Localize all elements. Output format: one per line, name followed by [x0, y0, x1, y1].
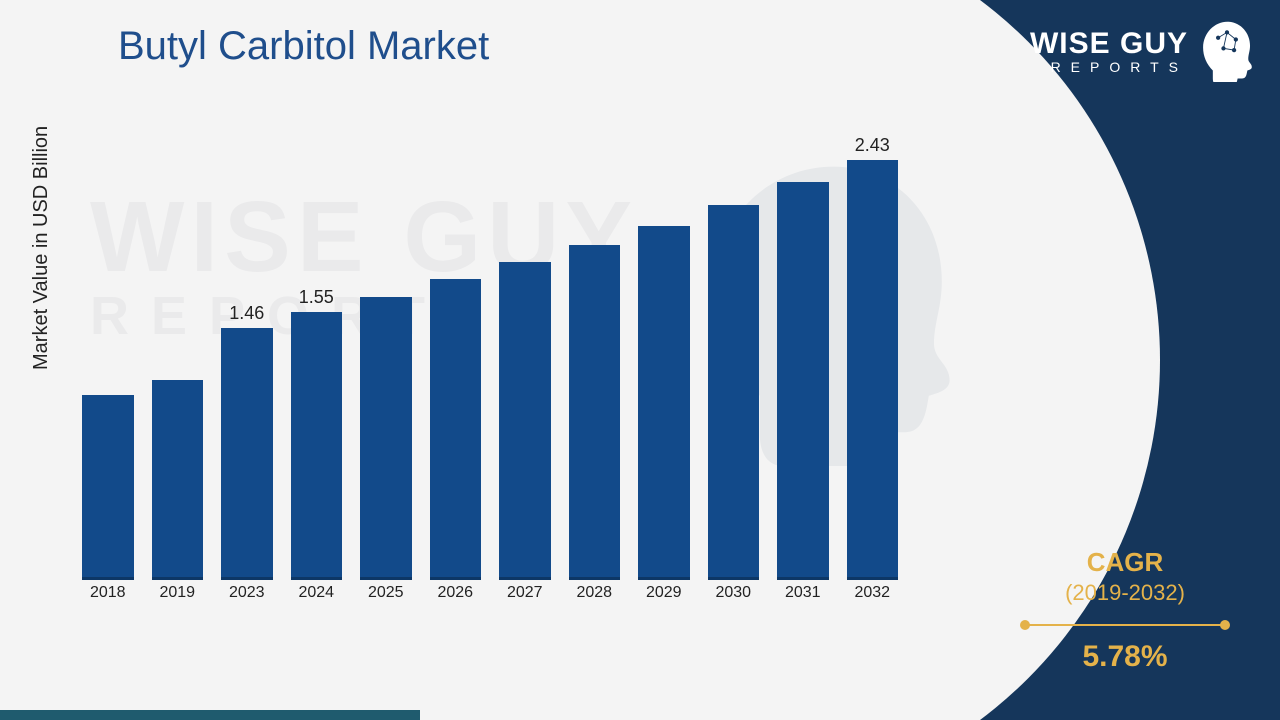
cagr-range: (2019-2032) [1000, 580, 1250, 606]
x-tick-label: 2024 [291, 584, 343, 602]
bar-wrap [360, 160, 412, 580]
x-tick-label: 2026 [430, 584, 482, 602]
y-axis-label: Market Value in USD Billion [30, 126, 53, 370]
x-axis-ticks: 2018 2019 2023 2024 2025 2026 2027 2028 2029 2030… [80, 584, 900, 602]
x-tick-label: 2027 [499, 584, 551, 602]
brand-head-icon [1200, 20, 1254, 82]
bar-wrap [638, 160, 690, 580]
cagr-divider [1025, 624, 1225, 626]
bar [499, 262, 551, 580]
bar-value-label: 1.55 [291, 287, 343, 308]
bar-value-label: 2.43 [847, 135, 899, 156]
chart-plot: 1.46 1.55 2.43 [80, 160, 900, 580]
cagr-block: CAGR (2019-2032) 5.78% [1000, 547, 1250, 674]
x-tick-label: 2028 [569, 584, 621, 602]
bar-wrap [152, 160, 204, 580]
bar-wrap [499, 160, 551, 580]
bar-wrap: 2.43 [847, 160, 899, 580]
bar-wrap: 1.55 [291, 160, 343, 580]
bar [430, 279, 482, 580]
bar [360, 297, 412, 580]
bar [708, 205, 760, 580]
bar [847, 160, 899, 580]
brand-text: WISE GUY REPORTS [1030, 27, 1188, 75]
bar-wrap [569, 160, 621, 580]
bar [569, 245, 621, 580]
cagr-value: 5.78% [1000, 640, 1250, 674]
cagr-heading: CAGR [1000, 547, 1250, 578]
brand-line1: WISE GUY [1030, 27, 1188, 61]
x-tick-label: 2025 [360, 584, 412, 602]
bars-container: 1.46 1.55 2.43 [80, 160, 900, 580]
brand-logo: WISE GUY REPORTS [994, 20, 1254, 82]
bar-wrap: 1.46 [221, 160, 273, 580]
bar-wrap [82, 160, 134, 580]
bar-wrap [777, 160, 829, 580]
stage: Butyl Carbitol Market Market Value in US… [0, 0, 1280, 720]
bar-wrap [430, 160, 482, 580]
bar [82, 395, 134, 580]
x-tick-label: 2019 [152, 584, 204, 602]
bar [152, 380, 204, 580]
x-tick-label: 2032 [847, 584, 899, 602]
x-tick-label: 2018 [82, 584, 134, 602]
bar [638, 226, 690, 580]
bar [777, 182, 829, 580]
x-tick-label: 2029 [638, 584, 690, 602]
bottom-accent-strip [0, 710, 420, 720]
x-tick-label: 2031 [777, 584, 829, 602]
bar-wrap [708, 160, 760, 580]
bar [291, 312, 343, 580]
bar-value-label: 1.46 [221, 303, 273, 324]
brand-line2: REPORTS [1030, 59, 1188, 75]
chart-title: Butyl Carbitol Market [118, 24, 489, 69]
x-tick-label: 2023 [221, 584, 273, 602]
x-tick-label: 2030 [708, 584, 760, 602]
bar [221, 328, 273, 580]
